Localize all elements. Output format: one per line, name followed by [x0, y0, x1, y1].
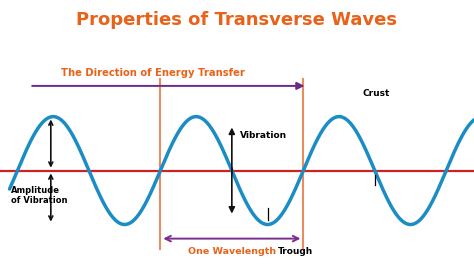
Text: Properties of Transverse Waves: Properties of Transverse Waves: [76, 11, 398, 29]
Text: The Direction of Energy Transfer: The Direction of Energy Transfer: [61, 68, 245, 78]
Text: Vibration: Vibration: [240, 131, 287, 140]
Text: Crust: Crust: [363, 89, 390, 98]
Text: Amplitude
of Vibration: Amplitude of Vibration: [11, 186, 68, 205]
Text: Trough: Trough: [278, 247, 313, 256]
Text: One Wavelength: One Wavelength: [188, 247, 276, 256]
